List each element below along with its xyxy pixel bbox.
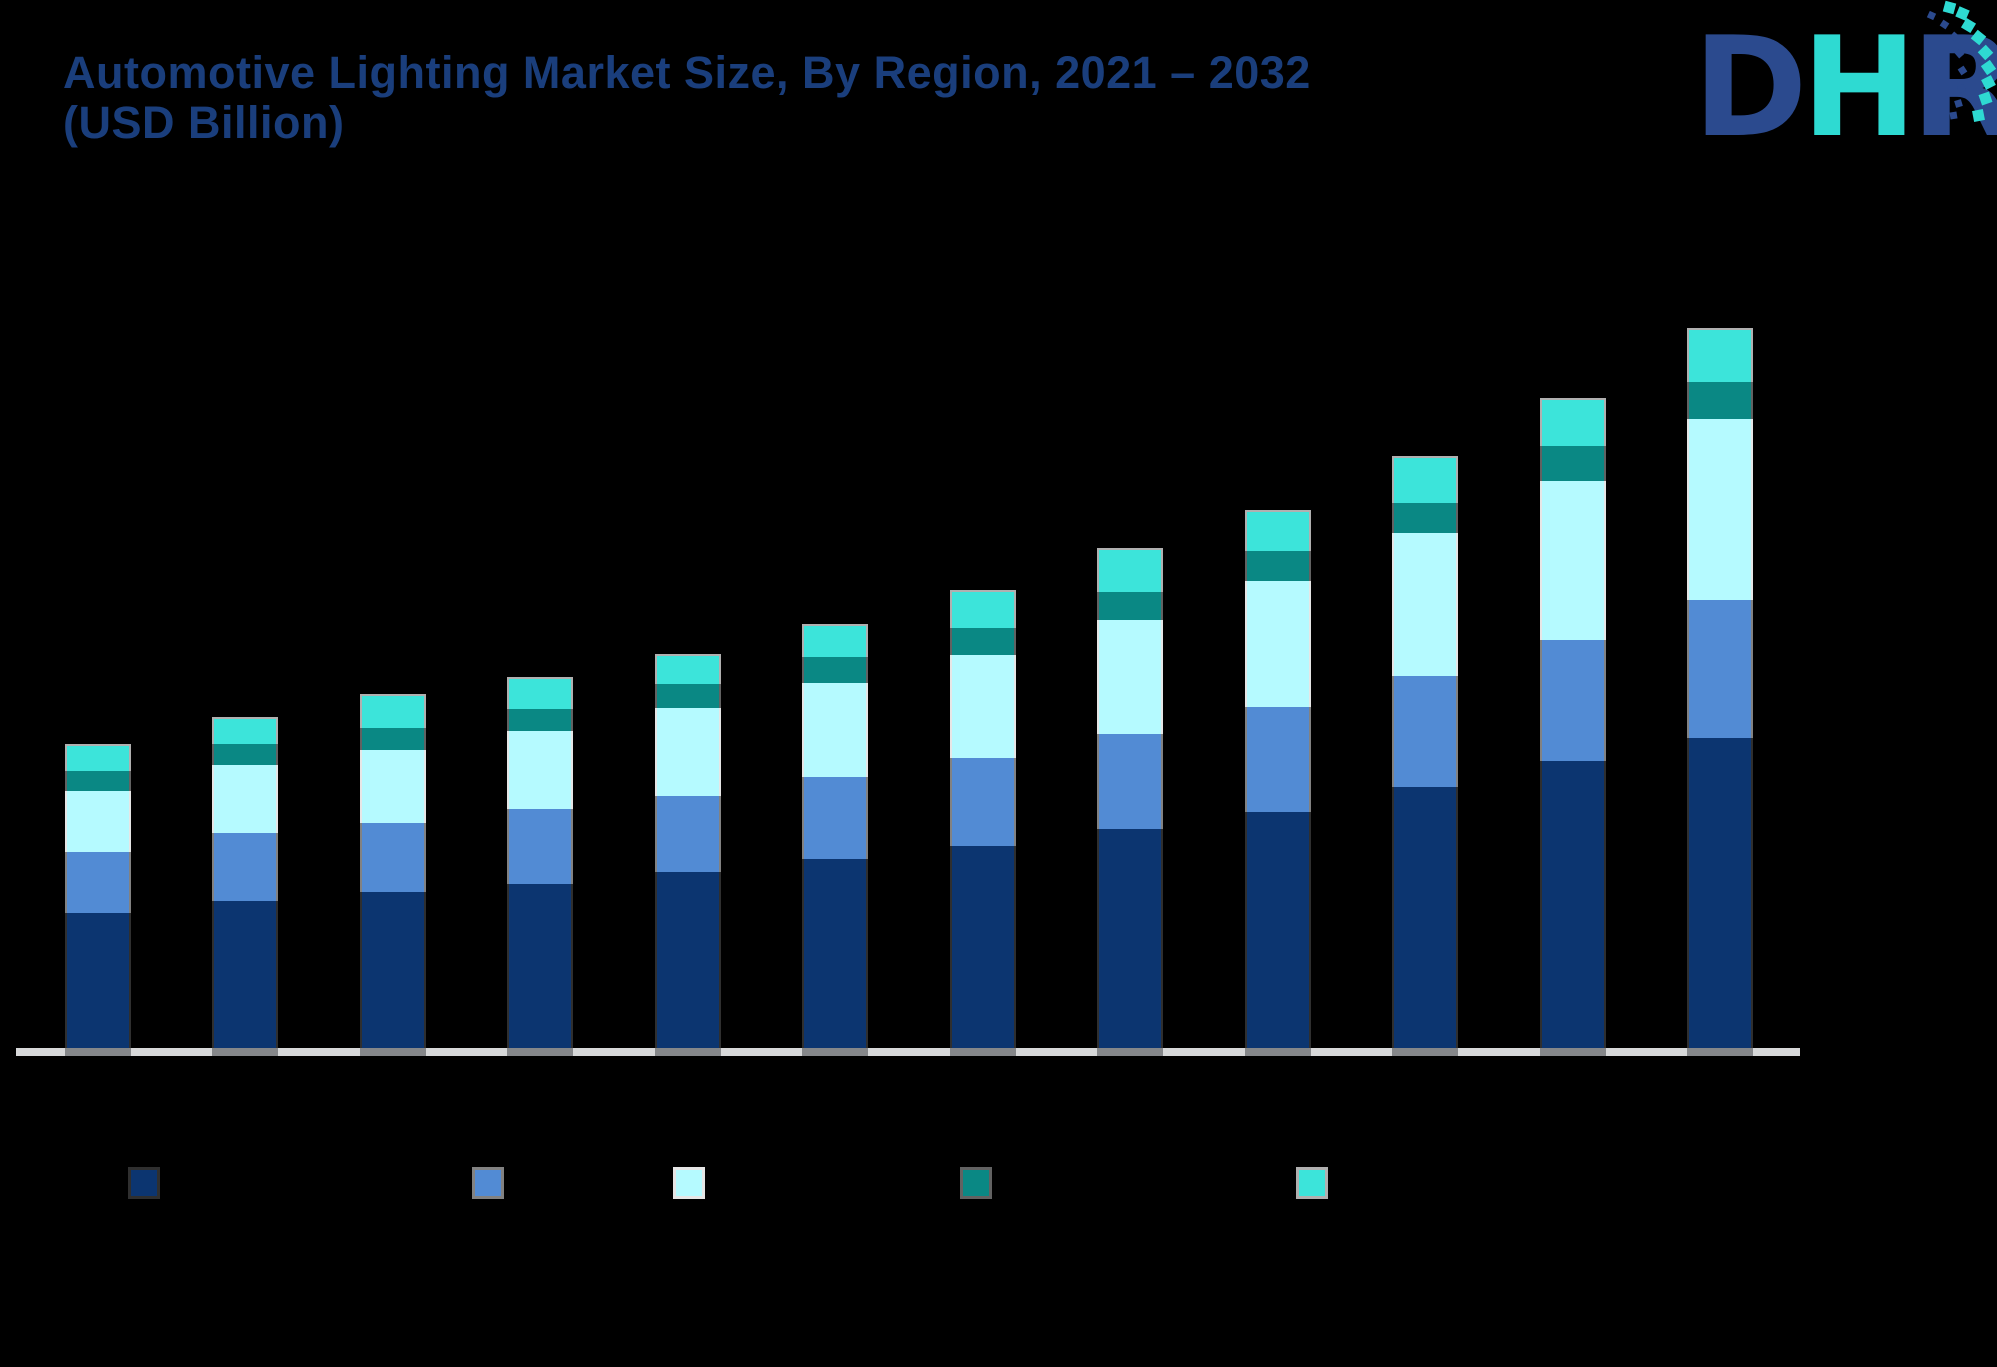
bar-2031-baseline-shadow [1540,1048,1606,1056]
bar-2026-segment-2 [802,777,868,859]
bar-2024-segment-4 [507,709,573,731]
bar-2024 [507,677,573,1048]
bar-2030-baseline-shadow [1392,1048,1458,1056]
bar-2025-segment-3 [655,708,721,796]
bar-2029-baseline-shadow [1245,1048,1311,1056]
bar-2024-segment-2 [507,809,573,884]
legend-swatch-2 [472,1167,504,1199]
bar-2021-segment-5 [65,744,131,771]
bar-2027-segment-5 [950,590,1016,628]
bar-2026-segment-3 [802,683,868,777]
bar-2029-segment-5 [1245,510,1311,551]
bar-2032-segment-5 [1687,328,1753,382]
bar-2021-segment-2 [65,852,131,913]
bar-2025 [655,654,721,1048]
bar-2023-segment-2 [360,823,426,892]
logo-letter-h: H [1801,7,1917,168]
bar-2025-segment-4 [655,684,721,708]
bar-2028-segment-1 [1097,829,1163,1048]
legend-swatch-4 [960,1167,992,1199]
bar-2030 [1392,456,1458,1048]
bar-2022-segment-4 [212,744,278,765]
bar-2029-segment-4 [1245,551,1311,581]
bar-2032-segment-3 [1687,419,1753,600]
bar-2031-segment-3 [1540,481,1606,640]
bar-2022-segment-2 [212,833,278,901]
bar-2027-segment-3 [950,655,1016,758]
bar-2023-baseline-shadow [360,1048,426,1056]
bar-2028-segment-3 [1097,620,1163,734]
bar-2032-baseline-shadow [1687,1048,1753,1056]
chart-title: Automotive Lighting Market Size, By Regi… [63,47,1311,98]
bar-2022 [212,717,278,1048]
bar-2032-segment-4 [1687,382,1753,419]
bar-2028-segment-5 [1097,548,1163,592]
bar-2027-baseline-shadow [950,1048,1016,1056]
legend-swatch-5 [1296,1167,1328,1199]
bar-2031-segment-4 [1540,446,1606,481]
x-axis-line [16,1048,1800,1056]
bar-2028 [1097,548,1163,1048]
bar-2021-segment-1 [65,913,131,1048]
bar-2023-segment-1 [360,892,426,1048]
bar-2027-segment-2 [950,758,1016,846]
bar-2031-segment-5 [1540,398,1606,446]
bar-2023-segment-4 [360,728,426,750]
bar-2027-segment-4 [950,628,1016,655]
bar-2028-baseline-shadow [1097,1048,1163,1056]
bar-2024-segment-3 [507,731,573,809]
bar-2025-segment-1 [655,872,721,1048]
chart-title-block: Automotive Lighting Market Size, By Regi… [63,48,1311,148]
bar-2029 [1245,510,1311,1048]
bar-2023-segment-5 [360,694,426,728]
bar-2025-segment-5 [655,654,721,684]
legend-swatch-3 [673,1167,705,1199]
bar-2021-baseline-shadow [65,1048,131,1056]
bar-2023-segment-3 [360,750,426,823]
bar-2026-baseline-shadow [802,1048,868,1056]
bar-2030-segment-5 [1392,456,1458,503]
bar-2032 [1687,328,1753,1048]
legend-swatch-1 [128,1167,160,1199]
bar-2021-segment-3 [65,791,131,852]
bar-2032-segment-1 [1687,738,1753,1048]
bar-2022-baseline-shadow [212,1048,278,1056]
bar-2031-segment-1 [1540,761,1606,1048]
bar-2021 [65,744,131,1048]
bar-2030-segment-3 [1392,533,1458,676]
bar-2025-baseline-shadow [655,1048,721,1056]
bar-2030-segment-4 [1392,503,1458,533]
bar-2022-segment-3 [212,765,278,833]
bar-2029-segment-2 [1245,707,1311,812]
bar-2023 [360,694,426,1048]
bar-2027 [950,590,1016,1048]
bar-2021-segment-4 [65,771,131,791]
bar-2027-segment-1 [950,846,1016,1048]
bar-2024-segment-5 [507,677,573,709]
bar-2030-segment-2 [1392,676,1458,787]
bar-2024-segment-1 [507,884,573,1048]
bar-2024-baseline-shadow [507,1048,573,1056]
bar-2029-segment-1 [1245,812,1311,1048]
dhr-logo: DHR [1693,8,1997,178]
bar-2022-segment-1 [212,901,278,1048]
bar-2025-segment-2 [655,796,721,872]
bar-2030-segment-1 [1392,787,1458,1048]
bar-2032-segment-2 [1687,600,1753,738]
bar-2026-segment-5 [802,624,868,657]
bar-2028-segment-2 [1097,734,1163,829]
chart-subtitle: (USD Billion) [63,97,345,148]
bar-2026-segment-4 [802,657,868,683]
bar-2031-segment-2 [1540,640,1606,761]
bar-2028-segment-4 [1097,592,1163,620]
bar-2029-segment-3 [1245,581,1311,707]
bar-2026-segment-1 [802,859,868,1048]
bar-2022-segment-5 [212,717,278,744]
bar-2026 [802,624,868,1048]
bar-2031 [1540,398,1606,1048]
logo-letter-d: D [1693,7,1808,168]
